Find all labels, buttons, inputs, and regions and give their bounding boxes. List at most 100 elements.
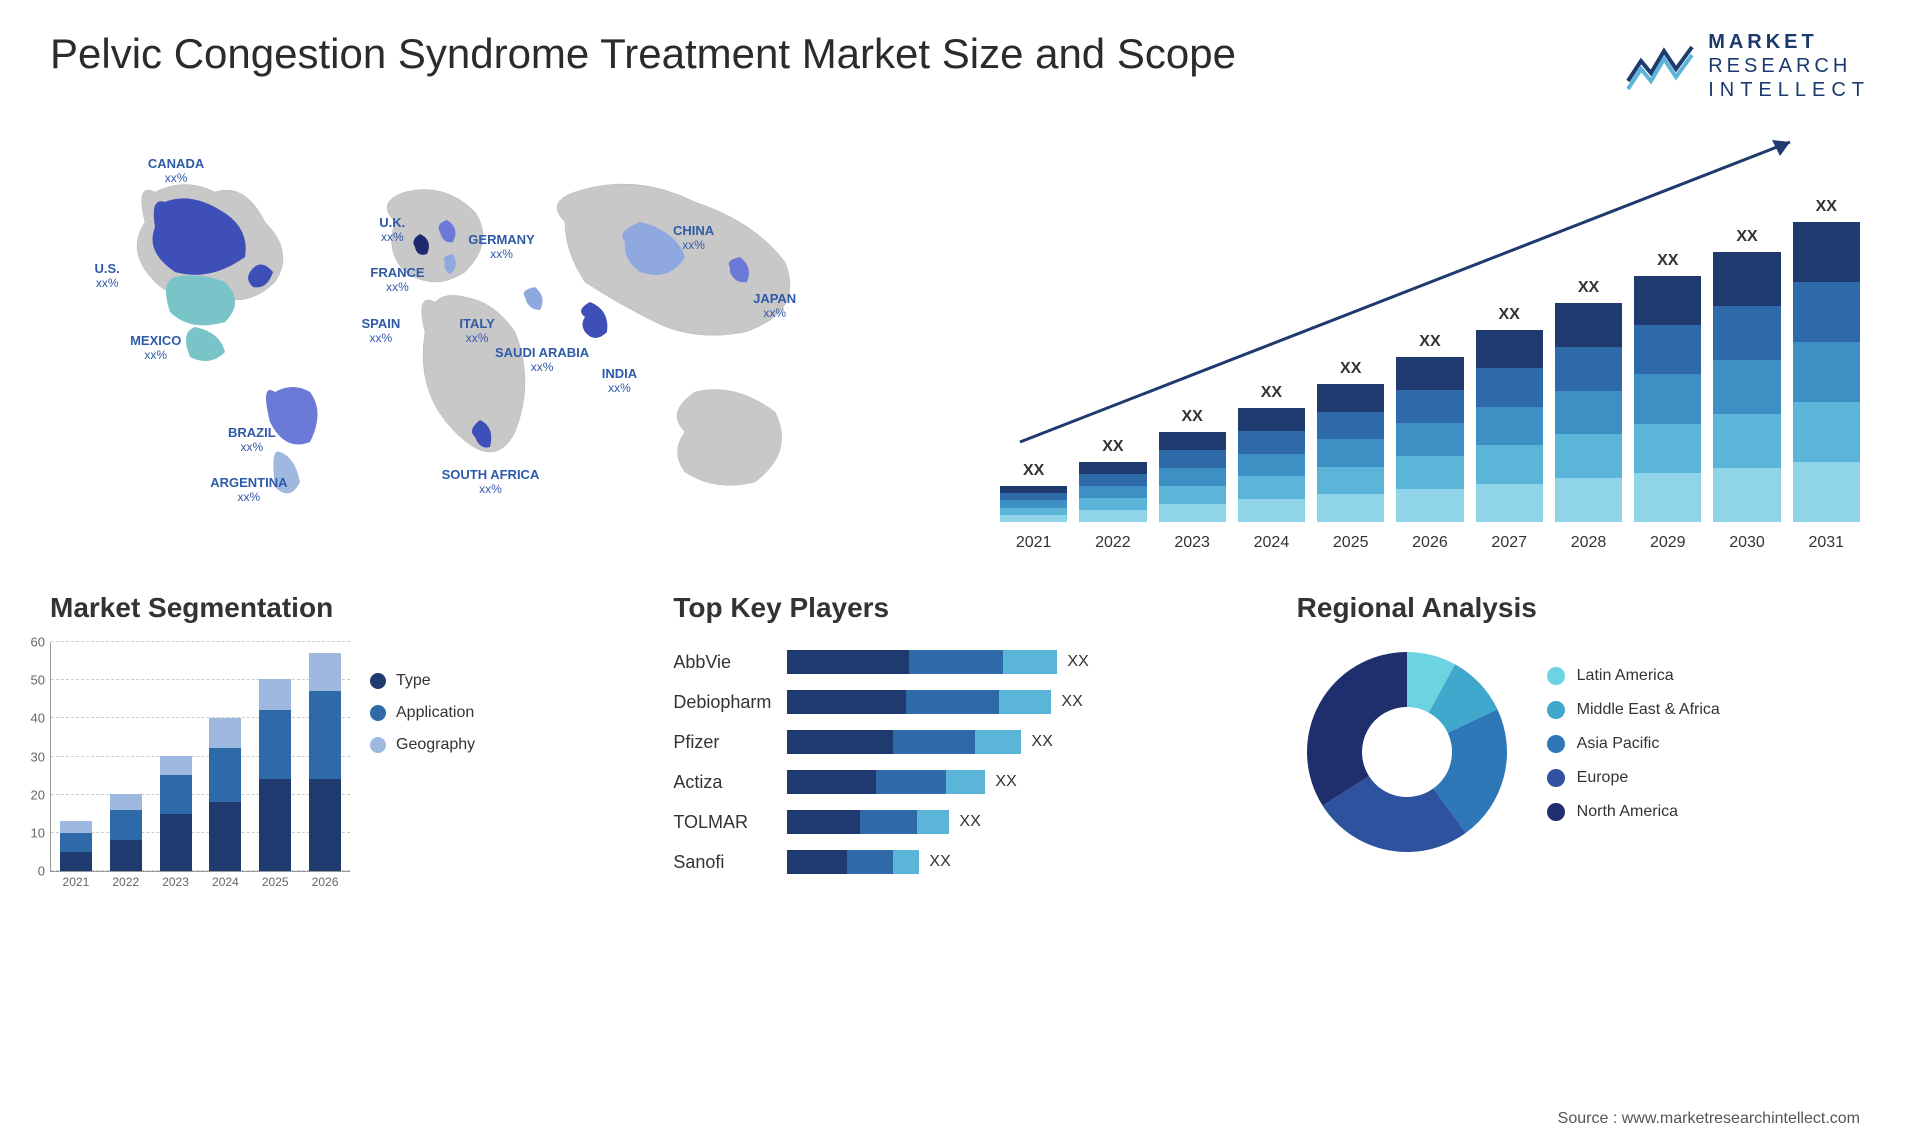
player-label: AbbVie: [673, 652, 771, 673]
logo-line2: RESEARCH: [1708, 54, 1870, 78]
player-value: XX: [1061, 693, 1082, 711]
player-value: XX: [959, 813, 980, 831]
growth-bar: XX: [1317, 360, 1384, 522]
growth-bar-label: XX: [1419, 333, 1440, 351]
logo: MARKET RESEARCH INTELLECT: [1626, 30, 1870, 102]
seg-ylabel: 40: [31, 711, 51, 726]
donut-slice: [1307, 652, 1407, 806]
map-label: SPAINxx%: [362, 317, 401, 346]
player-value: XX: [995, 773, 1016, 791]
segmentation-title: Market Segmentation: [50, 592, 623, 624]
growth-bar-label: XX: [1657, 252, 1678, 270]
growth-bar: XX: [1634, 252, 1701, 522]
growth-year-label: 2031: [1793, 534, 1860, 552]
map-label: GERMANYxx%: [468, 233, 534, 262]
regional-legend: Latin America Middle East & Africa Asia Pa…: [1547, 667, 1720, 837]
player-label: Pfizer: [673, 732, 771, 753]
regional-panel: Regional Analysis Latin America Middle Ea…: [1297, 592, 1870, 902]
map-label: CHINAxx%: [673, 224, 714, 253]
growth-year-label: 2030: [1713, 534, 1780, 552]
regional-donut: [1297, 642, 1517, 862]
player-row: XX: [787, 770, 1246, 794]
seg-ylabel: 30: [31, 749, 51, 764]
key-players-panel: Top Key Players AbbVie Debiopharm Pfizer Ac…: [673, 592, 1246, 902]
growth-year-label: 2029: [1634, 534, 1701, 552]
player-value: XX: [1067, 653, 1088, 671]
seg-legend-item: Application: [370, 704, 475, 722]
map-label: U.S.xx%: [95, 262, 120, 291]
segmentation-panel: Market Segmentation 01020304050602021202…: [50, 592, 623, 902]
growth-bar: XX: [1793, 198, 1860, 522]
key-players-chart: XX XX XX XX XX XX: [787, 642, 1246, 882]
seg-bar: 2023: [160, 756, 192, 871]
player-value: XX: [1031, 733, 1052, 751]
growth-bar: XX: [1476, 306, 1543, 522]
growth-bar-label: XX: [1578, 279, 1599, 297]
growth-bar: XX: [1238, 384, 1305, 522]
map-label: BRAZILxx%: [228, 426, 276, 455]
player-row: XX: [787, 850, 1246, 874]
map-label: SOUTH AFRICAxx%: [442, 468, 540, 497]
map-label: INDIAxx%: [602, 367, 637, 396]
seg-xlabel: 2024: [209, 871, 241, 889]
key-players-title: Top Key Players: [673, 592, 1246, 624]
seg-xlabel: 2025: [259, 871, 291, 889]
map-label: CANADAxx%: [148, 157, 204, 186]
growth-bar-label: XX: [1261, 384, 1282, 402]
segmentation-legend: TypeApplicationGeography: [370, 642, 475, 872]
map-label: U.K.xx%: [379, 216, 405, 245]
player-label: Sanofi: [673, 852, 771, 873]
growth-bar: XX: [1396, 333, 1463, 522]
seg-ylabel: 20: [31, 787, 51, 802]
donut-legend-item: Europe: [1547, 769, 1720, 787]
logo-icon: [1626, 41, 1696, 91]
seg-ylabel: 10: [31, 825, 51, 840]
seg-ylabel: 60: [31, 635, 51, 650]
source-label: Source : www.marketresearchintellect.com: [1558, 1110, 1860, 1128]
segmentation-chart: 0102030405060202120222023202420252026: [50, 642, 350, 872]
map-label: SAUDI ARABIAxx%: [495, 346, 589, 375]
key-players-labels: AbbVie Debiopharm Pfizer Actiza TOLMAR Sanofi: [673, 642, 771, 882]
map-label: MEXICOxx%: [130, 334, 181, 363]
seg-bar: 2021: [60, 821, 92, 871]
player-label: TOLMAR: [673, 812, 771, 833]
growth-chart: XXXXXXXXXXXXXXXXXXXXXX 20212022202320242…: [980, 132, 1870, 552]
growth-year-label: 2024: [1238, 534, 1305, 552]
page-title: Pelvic Congestion Syndrome Treatment Mar…: [50, 30, 1236, 78]
growth-year-label: 2021: [1000, 534, 1067, 552]
player-label: Actiza: [673, 772, 771, 793]
growth-year-label: 2022: [1079, 534, 1146, 552]
growth-year-label: 2025: [1317, 534, 1384, 552]
player-row: XX: [787, 650, 1246, 674]
donut-legend-item: Latin America: [1547, 667, 1720, 685]
seg-xlabel: 2026: [309, 871, 341, 889]
player-value: XX: [929, 853, 950, 871]
seg-ylabel: 0: [38, 864, 51, 879]
seg-bar: 2024: [209, 718, 241, 871]
seg-bar: 2022: [110, 794, 142, 871]
seg-xlabel: 2021: [60, 871, 92, 889]
growth-bar-label: XX: [1499, 306, 1520, 324]
seg-xlabel: 2022: [110, 871, 142, 889]
growth-bar: XX: [1713, 228, 1780, 522]
seg-bar: 2026: [309, 653, 341, 871]
growth-bar-label: XX: [1340, 360, 1361, 378]
growth-year-label: 2028: [1555, 534, 1622, 552]
donut-legend-item: Asia Pacific: [1547, 735, 1720, 753]
map-label: ARGENTINAxx%: [210, 476, 287, 505]
seg-bar: 2025: [259, 679, 291, 871]
growth-bar: XX: [1079, 438, 1146, 522]
player-label: Debiopharm: [673, 692, 771, 713]
regional-title: Regional Analysis: [1297, 592, 1870, 624]
donut-legend-item: North America: [1547, 803, 1720, 821]
player-row: XX: [787, 810, 1246, 834]
growth-year-label: 2023: [1159, 534, 1226, 552]
world-map: CANADAxx% U.S.xx% MEXICOxx% BRAZILxx% ARGENT…: [50, 132, 940, 552]
player-row: XX: [787, 730, 1246, 754]
growth-bar-label: XX: [1181, 408, 1202, 426]
map-label: ITALYxx%: [459, 317, 494, 346]
logo-line3: INTELLECT: [1708, 78, 1870, 102]
map-label: FRANCExx%: [370, 266, 424, 295]
donut-legend-item: Middle East & Africa: [1547, 701, 1720, 719]
map-label: JAPANxx%: [753, 292, 796, 321]
